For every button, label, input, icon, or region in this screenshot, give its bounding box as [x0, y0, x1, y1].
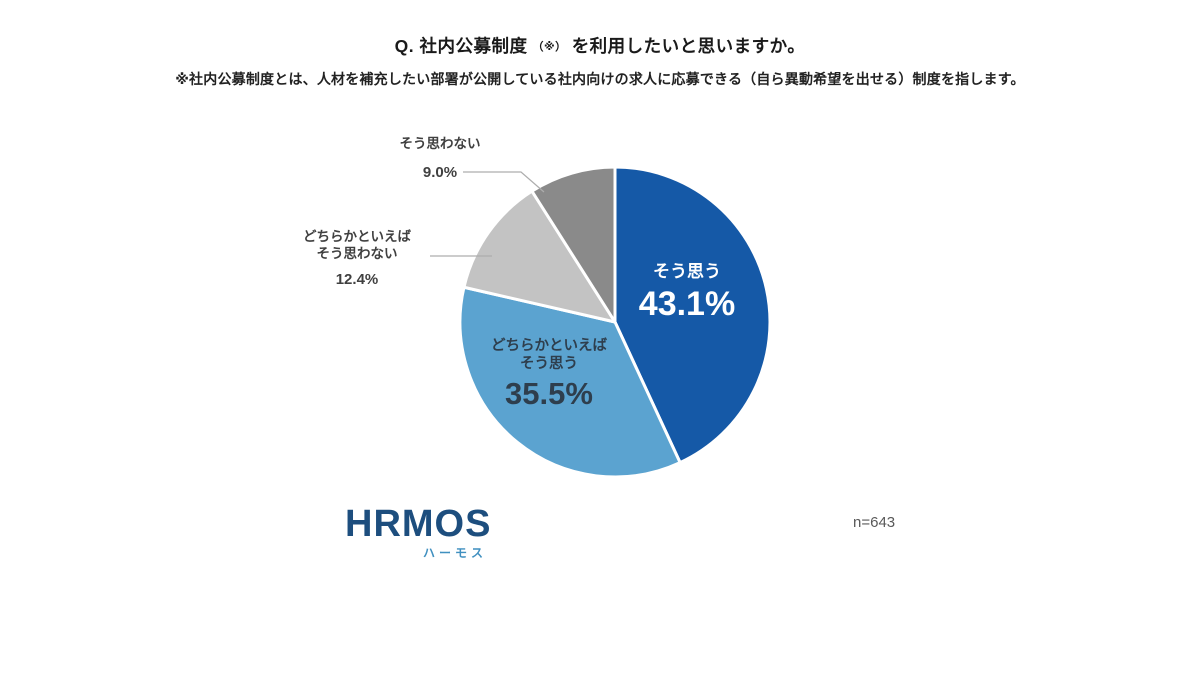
slice-callout-disagree-text: そう思わない — [399, 136, 481, 151]
hrmos-logo-subtext: ハーモス — [422, 546, 487, 560]
slice-callout-disagree-value: 9.0% — [422, 163, 458, 181]
chart-title-note-mark: （※） — [532, 41, 567, 53]
pie-slice-1 — [458, 285, 682, 479]
slice-callout-somewhat-disagree-text-line1: どちらかといえば — [303, 229, 411, 244]
chart-footnote: ※社内公募制度とは、人材を補充したい部署が公開している社内向けの求人に応募できる… — [175, 71, 1025, 87]
chart-title: Q. 社内公募制度 （※） を利用したいと思いますか。 — [0, 33, 1200, 58]
slice-label-agree-value: 43.1% — [638, 285, 736, 323]
chart-title-prefix: Q. 社内公募制度 — [394, 36, 528, 56]
slice-callout-disagree: そう思わない 9.0% — [360, 136, 520, 181]
pie-slice-0 — [613, 165, 772, 465]
slice-label-agree-text: そう思う — [653, 262, 721, 281]
slice-label-somewhat-agree: どちらかといえば そう思う 35.5% — [449, 337, 649, 411]
pie-slice-3 — [530, 165, 617, 324]
slice-label-somewhat-agree-value: 35.5% — [505, 376, 593, 411]
slice-label-somewhat-agree-text-line1: どちらかといえば — [491, 338, 607, 354]
slice-label-agree: そう思う 43.1% — [587, 261, 787, 323]
pie-slice-2 — [462, 189, 617, 324]
slice-callout-somewhat-disagree: どちらかといえば そう思わない 12.4% — [277, 229, 437, 288]
leader-line-disagree — [463, 171, 545, 193]
sample-size-label: n=643 — [853, 514, 896, 531]
slice-callout-somewhat-disagree-value: 12.4% — [335, 271, 379, 288]
slice-label-somewhat-agree-text-line2: そう思う — [520, 356, 578, 372]
slice-callout-somewhat-disagree-text-line2: そう思わない — [316, 245, 398, 261]
chart-title-suffix: を利用したいと思いますか。 — [571, 36, 806, 56]
hrmos-logo-text: HRMOS — [345, 503, 492, 545]
hrmos-logo: HRMOS ハーモス — [345, 503, 492, 561]
